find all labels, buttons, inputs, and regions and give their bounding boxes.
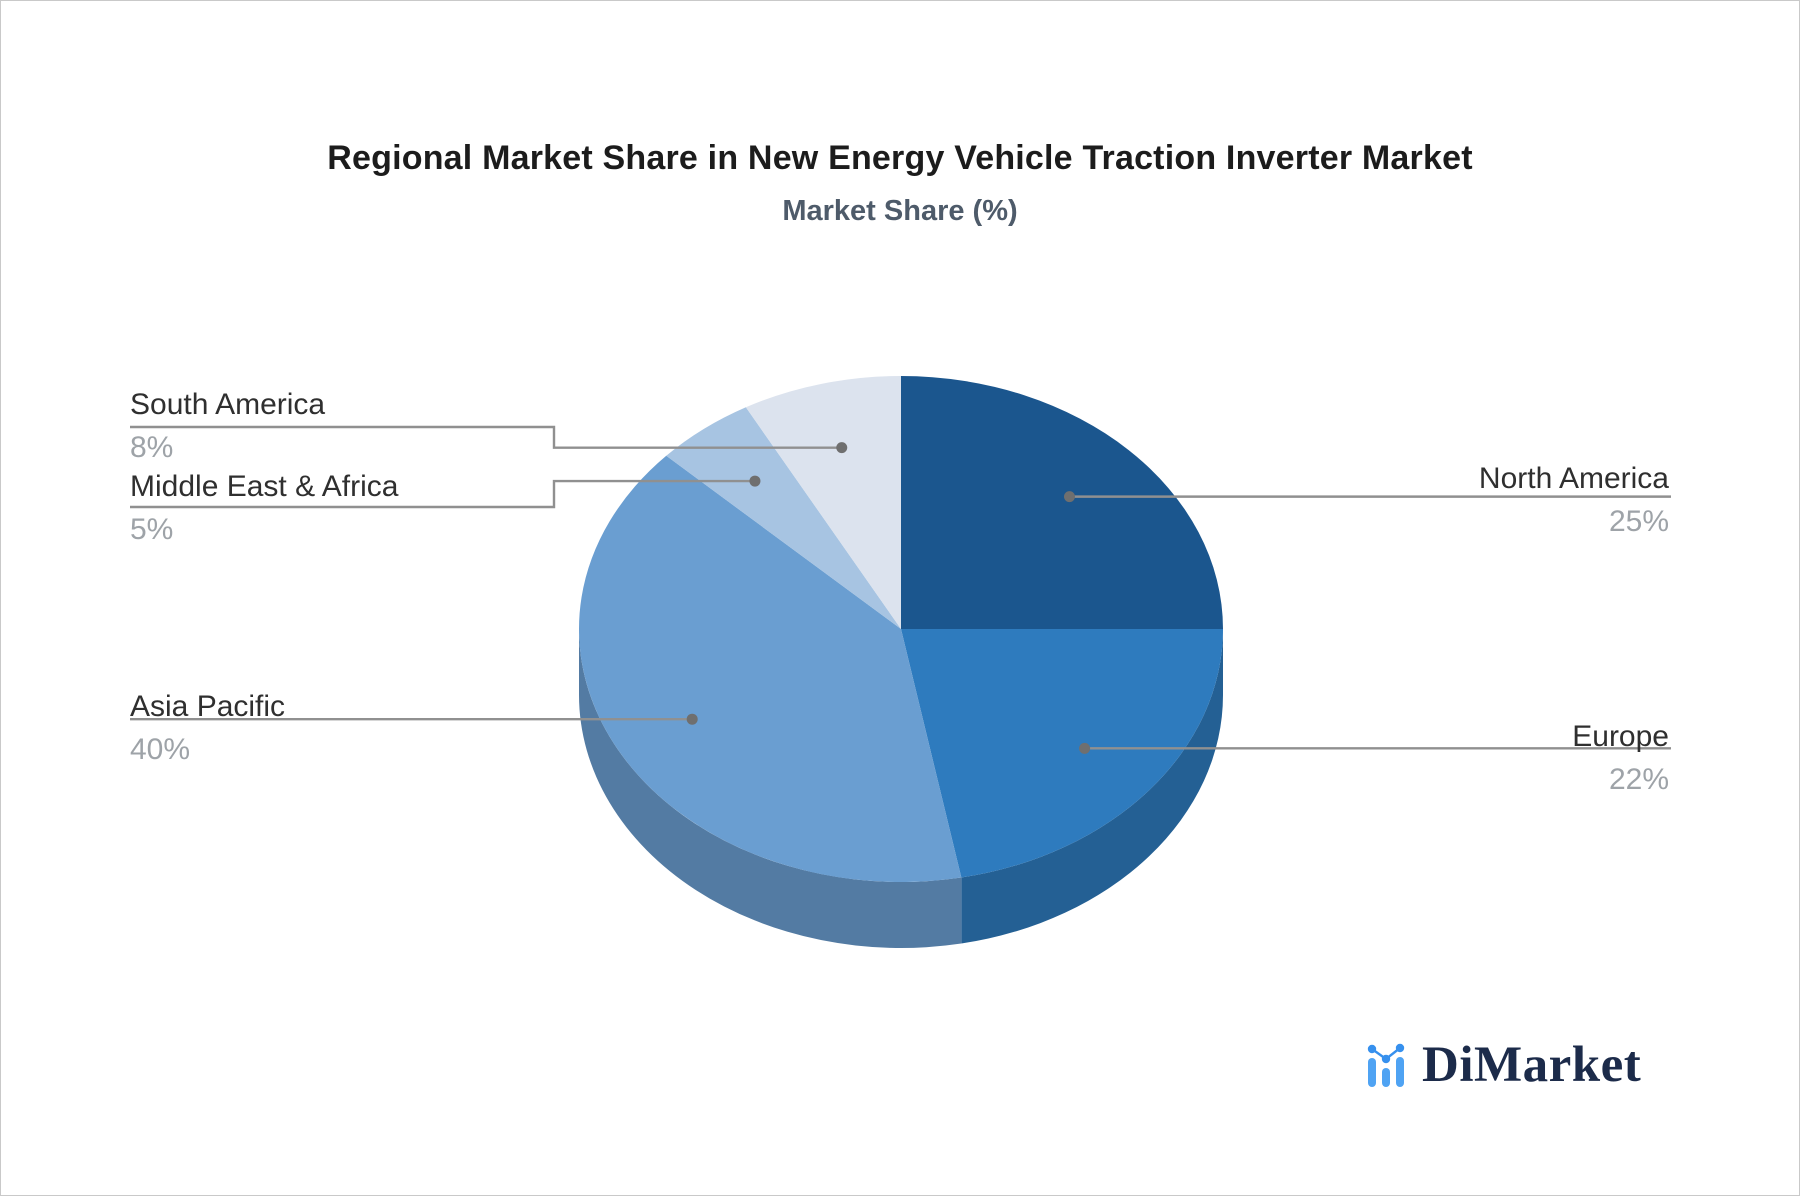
label-asia-pacific-value: 40% xyxy=(130,733,191,766)
pie-slice-north-america xyxy=(901,376,1223,629)
label-asia-pacific-name: Asia Pacific xyxy=(130,690,286,723)
brand-logo-text: DiMarket xyxy=(1422,1037,1642,1093)
brand-logo: DiMarket xyxy=(1367,1037,1642,1093)
label-europe: Europe 22% xyxy=(1572,720,1669,797)
label-north-america: North America 25% xyxy=(1479,462,1669,539)
chart-subtitle: Market Share (%) xyxy=(782,195,1018,227)
label-north-america-name: North America xyxy=(1478,462,1669,495)
leader-dot-south-america xyxy=(836,442,848,454)
label-middle-east-africa-value: 5% xyxy=(130,513,174,546)
label-europe-value: 22% xyxy=(1608,763,1669,796)
label-asia-pacific: Asia Pacific 40% xyxy=(130,690,285,767)
leader-dot-middle-east-africa xyxy=(749,475,761,487)
leader-dot-europe xyxy=(1079,742,1091,754)
chart-title: Regional Market Share in New Energy Vehi… xyxy=(327,139,1473,177)
leader-line-south-america xyxy=(130,425,842,449)
pie-slice-asia-pacific xyxy=(578,455,962,882)
pie-rim-europe xyxy=(961,629,1223,944)
label-south-america-value: 8% xyxy=(130,431,174,464)
label-north-america-value: 25% xyxy=(1608,505,1669,538)
pie-slice-europe xyxy=(901,629,1223,878)
pie-rim-asia-pacific xyxy=(579,629,962,948)
leader-dot-north-america xyxy=(1063,491,1075,503)
label-south-america: South America 8% xyxy=(130,388,325,465)
dimarket-logo-icon xyxy=(1367,1043,1405,1087)
label-middle-east-africa-name: Middle East & Africa xyxy=(130,470,399,503)
label-south-america-name: South America xyxy=(130,388,326,421)
label-middle-east-africa: Middle East & Africa 5% xyxy=(130,470,398,547)
label-europe-name: Europe xyxy=(1572,720,1669,753)
leader-dot-asia-pacific xyxy=(686,713,698,725)
pie-slice-middle-east-africa xyxy=(666,407,901,629)
pie-slice-south-america xyxy=(745,376,901,629)
leader-line-middle-east-africa xyxy=(130,479,755,509)
